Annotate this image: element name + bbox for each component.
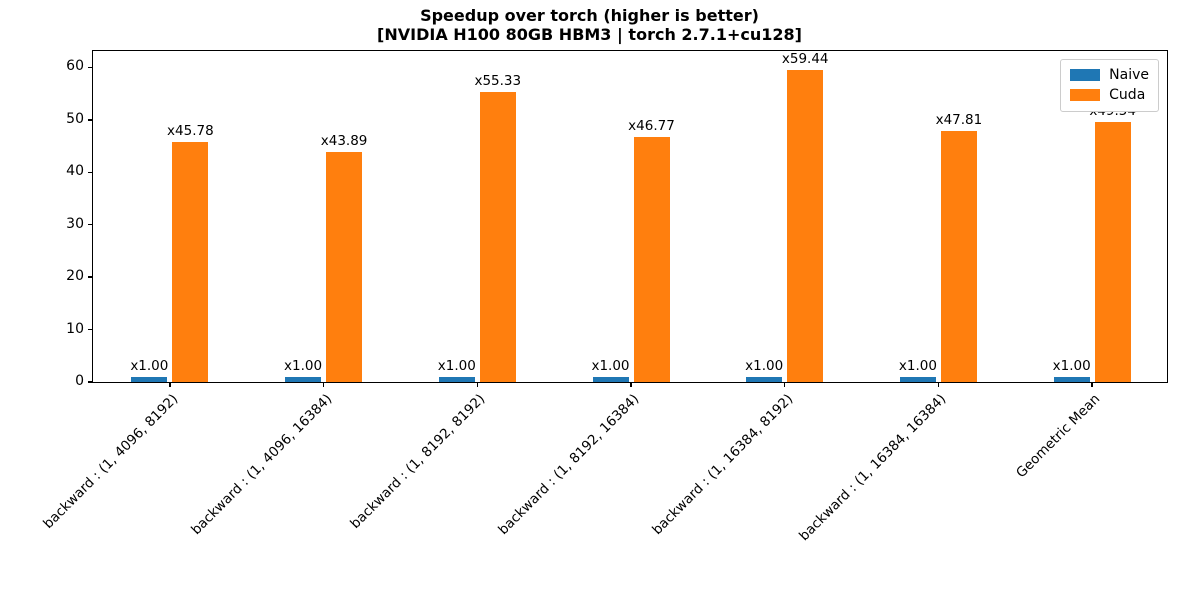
bar-value-label: x1.00 [591,357,630,374]
bar-cuda-4 [787,70,824,382]
x-tick-label: backward : (1, 4096, 16384) [187,391,335,539]
x-tick-mark [476,382,478,387]
x-tick-mark [784,382,786,387]
bar-value-label: x1.00 [284,357,323,374]
legend-item-cuda: Cuda [1070,85,1149,105]
bar-naive-0 [131,376,168,382]
bar-cuda-0 [172,141,209,382]
bar-value-label: x1.00 [898,357,937,374]
bar-naive-5 [899,376,936,382]
y-tick-label: 10 [66,320,84,337]
y-tick-mark [88,276,93,278]
bar-naive-3 [592,376,629,382]
bar-value-label: x1.00 [130,357,169,374]
bar-cuda-2 [479,91,516,382]
x-tick-label: backward : (1, 8192, 8192) [347,391,489,533]
bar-value-label: x43.89 [320,132,368,149]
y-tick-mark [88,224,93,226]
x-tick-mark [630,382,632,387]
x-tick-mark [322,382,325,387]
x-tick-mark [169,382,171,387]
bars-layer: x1.00 x1.00 x1.00 x1.00 x1.00 x1.00 x1.00 x45.7… [93,51,1167,382]
y-tick-mark [88,171,93,173]
y-tick-label: 0 [75,373,84,389]
legend-item-naive: Naive [1070,65,1149,85]
bar-value-label: x1.00 [745,357,784,374]
x-tick-label: backward : (1, 4096, 8192) [40,391,182,533]
y-tick-label: 20 [66,268,84,285]
bar-cuda-5 [940,131,977,382]
bar-value-label: x55.33 [474,72,522,89]
chart-legend: Naive Cuda [1060,59,1159,112]
legend-swatch-cuda [1070,89,1101,101]
y-tick-label: 50 [66,110,84,127]
x-tick-label: backward : (1, 8192, 16384) [495,391,643,539]
legend-label: Cuda [1109,87,1146,103]
bar-value-label: x45.78 [167,122,214,139]
bar-value-label: x1.00 [1052,357,1091,374]
bar-naive-1 [285,376,322,382]
chart-title-line-1: Speedup over torch (higher is better) [420,6,759,25]
bar-naive-2 [438,376,475,382]
chart-title-line-2: [NVIDIA H100 80GB HBM3 | torch 2.7.1+cu1… [377,25,802,44]
bar-cuda-3 [633,136,670,382]
bar-cuda-1 [326,151,363,382]
legend-swatch-naive [1070,69,1101,81]
x-tick-label: Geometric Mean [1013,391,1104,482]
y-tick-label: 30 [66,215,84,232]
bar-cuda-6 [1094,122,1131,382]
x-tick-label: backward : (1, 16384, 16384) [796,391,950,545]
bar-value-label: x46.77 [628,117,675,134]
y-tick-mark [88,328,93,331]
legend-label: Naive [1109,67,1149,83]
x-tick-label: backward : (1, 16384, 8192) [648,391,797,539]
bar-value-label: x47.81 [935,112,983,129]
y-tick-label: 40 [66,163,84,180]
bar-naive-4 [746,376,783,382]
bar-value-label: x59.44 [781,51,829,68]
x-tick-mark [1091,382,1093,387]
y-tick-mark [88,119,93,121]
chart-title: Speedup over torch (higher is better) [N… [0,6,1179,44]
x-tick-mark [937,382,940,387]
y-tick-label: 60 [66,58,84,75]
bar-value-label: x1.00 [437,357,476,374]
bar-naive-6 [1053,376,1090,382]
y-tick-mark [88,381,93,383]
y-tick-mark [88,66,93,69]
